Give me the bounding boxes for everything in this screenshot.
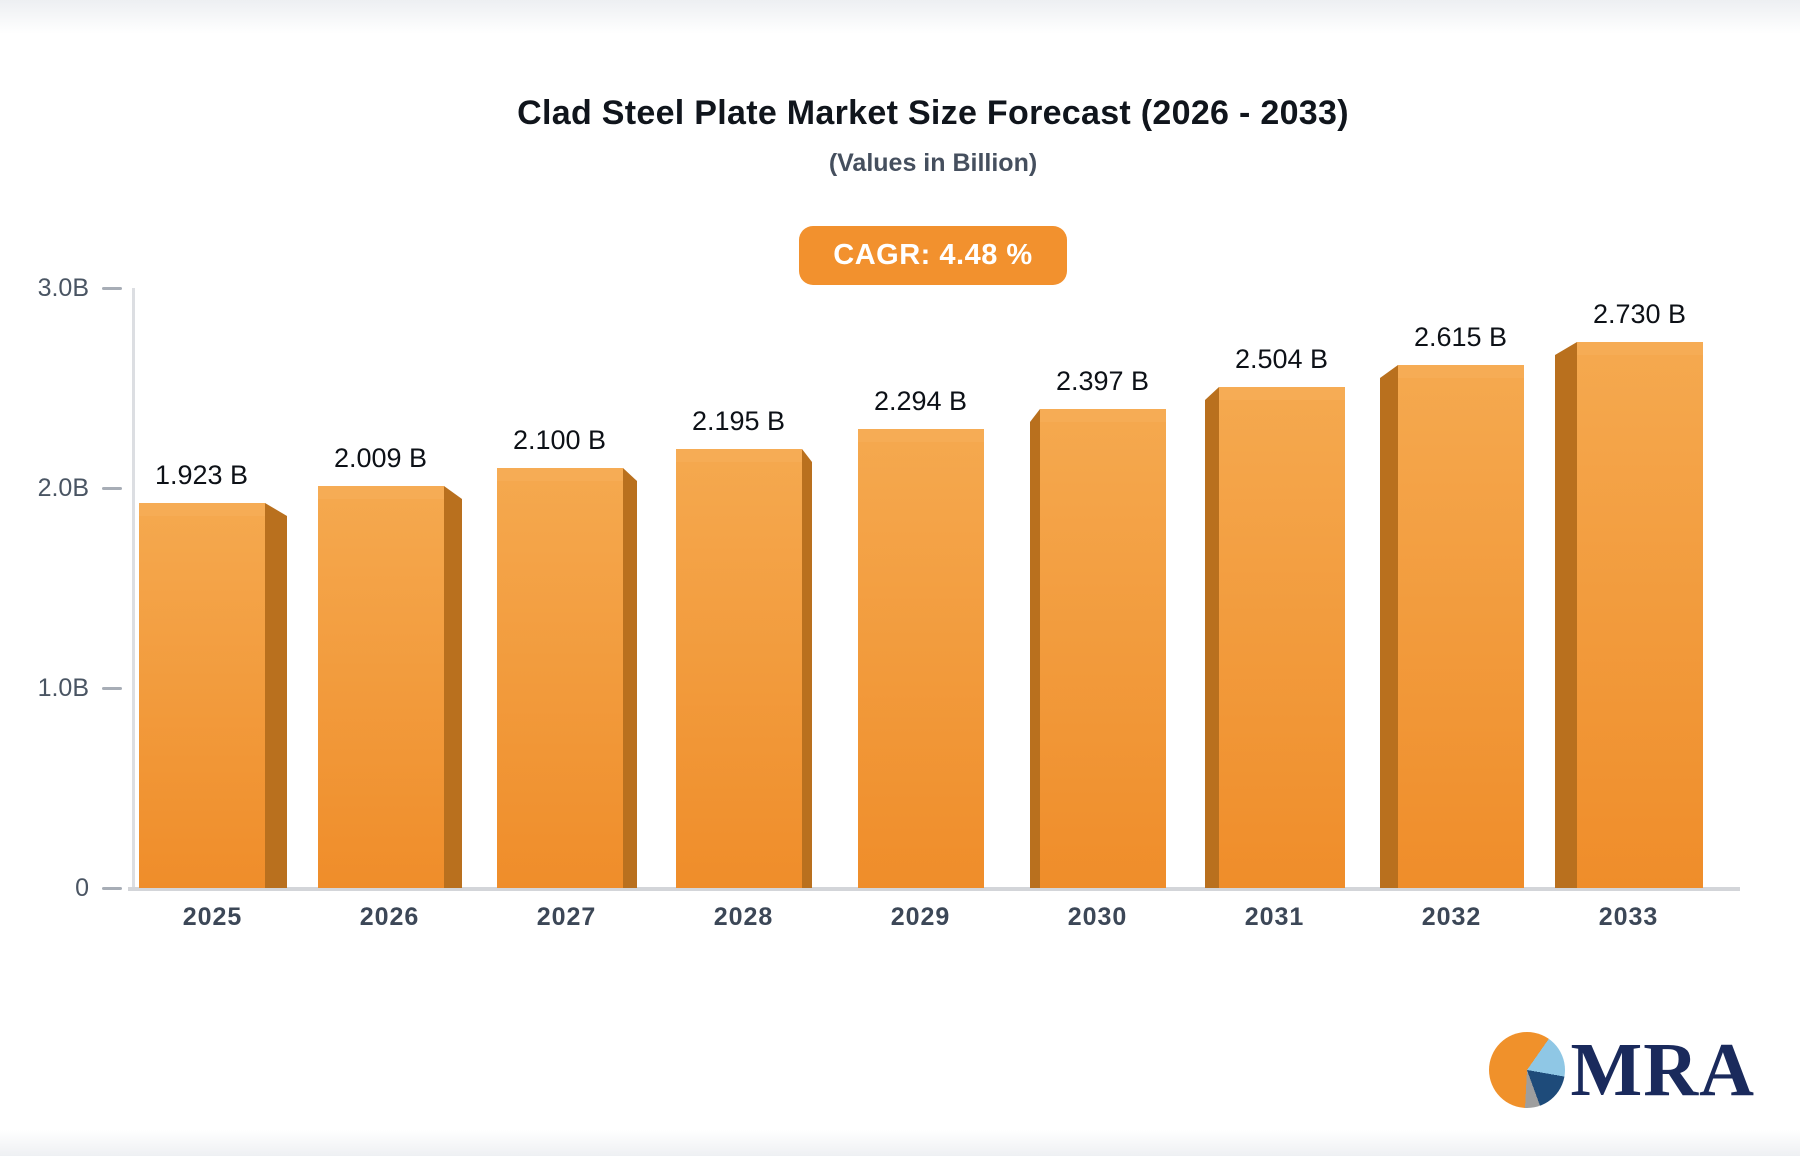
bar-slot-2025: 1.923 B [124,288,301,888]
bar-value-label: 2.100 B [512,425,607,455]
bar-2029 [857,429,984,888]
plot-area: 3.0B 2.0B 1.0B 0 1.923 B 2.009 B 2.100 B 2.195… [38,274,1740,931]
y-tick-mark [102,886,122,890]
y-tick: 3.0B [38,274,122,302]
bars-row: 1.923 B 2.009 B 2.100 B 2.195 B 2.294 B 2.397… [124,288,1717,888]
x-axis-label-2028: 2028 [713,903,774,931]
x-axis-labels: 2025 2026 2027 2028 2029 2030 2031 2032 2033 [124,903,1717,932]
y-tick: 0 [75,874,122,902]
bar-value-label: 1.923 B [154,460,249,490]
bar-value-label: 2.615 B [1413,322,1508,352]
bar-value-label: 2.504 B [1234,344,1329,374]
x-axis-label-2026: 2026 [359,903,420,931]
bar-value-label: 2.294 B [873,386,968,416]
bar-slot-2030: 2.397 B [1009,288,1186,888]
chart-subtitle: (Values in Billion) [828,149,1038,177]
y-axis: 3.0B 2.0B 1.0B 0 [2,274,124,902]
bar-value-label: 2.730 B [1592,299,1687,329]
bar-2026 [317,486,462,888]
x-axis-label-2033: 2033 [1598,903,1659,931]
bar-2025 [138,503,287,888]
chart-title: Clad Steel Plate Market Size Forecast (2… [517,94,1349,132]
x-axis-line [128,887,1740,891]
bar-slot-2028: 2.195 B [655,288,832,888]
chart-header: Clad Steel Plate Market Size Forecast (2… [66,0,1800,285]
bar-slot-2026: 2.009 B [301,288,478,888]
pie-chart-logo-icon [1489,1032,1566,1108]
y-tick-label: 2.0B [37,473,89,502]
x-axis-label-2029: 2029 [890,903,951,931]
bar-2027 [496,468,637,888]
x-axis-label-2025: 2025 [182,903,243,931]
bar-slot-2032: 2.615 B [1363,288,1540,888]
y-tick: 2.0B [38,474,122,502]
y-axis-line [132,288,135,889]
y-tick: 1.0B [38,674,122,702]
cagr-badge: CAGR: 4.48 % [799,226,1067,285]
y-tick-label: 3.0B [37,273,89,302]
bar-slot-2029: 2.294 B [832,288,1009,888]
page-bottom-edge [0,1130,1800,1156]
bar-2033 [1554,342,1703,888]
y-tick-mark [102,286,122,290]
x-axis-label-2031: 2031 [1244,903,1305,931]
bar-slot-2033: 2.730 B [1540,288,1717,888]
bar-value-label: 2.397 B [1055,366,1150,396]
x-axis-label-2032: 2032 [1421,903,1482,931]
y-tick-mark [102,486,122,490]
y-tick-mark [102,686,122,690]
x-axis-label-2027: 2027 [536,903,597,931]
bar-slot-2031: 2.504 B [1186,288,1363,888]
bar-value-label: 2.195 B [691,406,786,436]
y-tick-label: 0 [75,873,89,902]
page-top-edge [0,0,1800,34]
bar-2032 [1379,365,1524,888]
y-tick-label: 1.0B [37,673,89,702]
bar-2028 [675,449,812,888]
mra-logo: MRA [1489,1032,1755,1108]
bar-2030 [1029,409,1166,888]
bar-2031 [1204,387,1345,888]
logo-text: MRA [1570,1028,1755,1112]
bar-slot-2027: 2.100 B [478,288,655,888]
x-axis-label-2030: 2030 [1067,903,1128,931]
bar-value-label: 2.009 B [333,443,428,473]
